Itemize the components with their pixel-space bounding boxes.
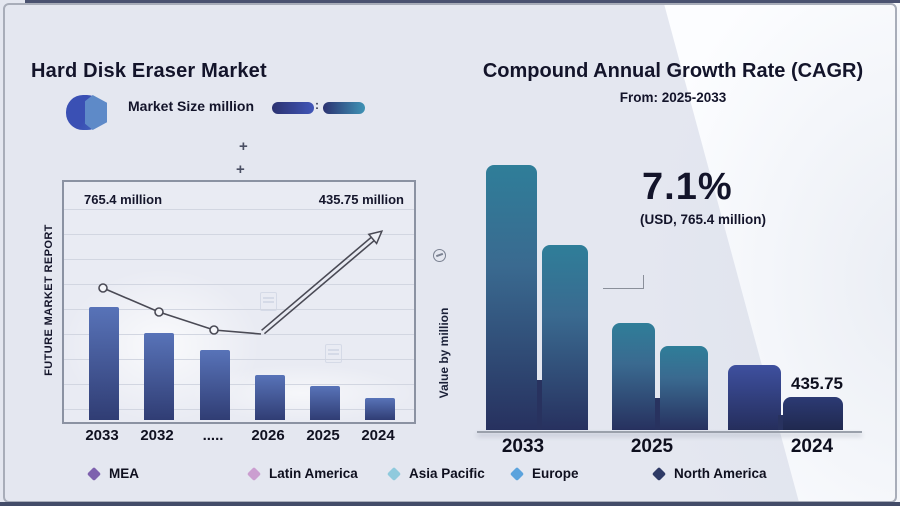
left-chart-annotation-right: 435.75 million (318, 192, 404, 207)
ghost-document-icon (325, 344, 342, 363)
legend-diamond-icon (386, 466, 402, 481)
right-chart-data-label: 435.75 (791, 374, 843, 393)
gridline (64, 409, 414, 410)
x-tick-label: 2024 (790, 436, 834, 457)
x-axis-line (477, 431, 862, 433)
bar-2026 (255, 375, 285, 420)
legend: MEA Latin America Asia Pacific Europe North … (0, 466, 900, 488)
bar-2024 (365, 398, 395, 420)
plus-mark-icon: + (236, 161, 245, 178)
right-vertical-axis-label: Value by million (437, 307, 451, 399)
market-size-label: Market Size million (128, 98, 255, 114)
legend-item: North America (651, 466, 767, 481)
bar-2025 (310, 386, 340, 420)
x-tick-label: 2025 (306, 427, 340, 444)
cagr-bar (660, 346, 708, 430)
pill-icon-right (323, 102, 365, 114)
cagr-bar (728, 365, 781, 430)
gridline (64, 259, 414, 260)
legend-label: Latin America (269, 466, 358, 481)
legend-diamond-icon (509, 466, 525, 481)
pill-separator: : (315, 98, 319, 112)
gridline (64, 384, 414, 385)
legend-label: North America (674, 466, 767, 481)
legend-item: Asia Pacific (386, 466, 485, 481)
pill-icon-left (272, 102, 314, 114)
cagr-subtitle: From: 2025-2033 (619, 90, 727, 105)
bar-merge-patch (537, 380, 542, 430)
legend-label: Europe (532, 466, 579, 481)
page-title: Hard Disk Eraser Market (31, 60, 267, 82)
bar-merge-patch (655, 398, 660, 430)
gridline (64, 359, 414, 360)
cylinder-icon (66, 95, 107, 130)
left-vertical-label: FUTURE MARKET REPORT (43, 224, 55, 376)
cagr-note: (USD, 765.4 million) (640, 212, 767, 227)
cagr-bar (486, 165, 537, 430)
legend-item: Latin America (246, 466, 358, 481)
legend-diamond-icon (86, 466, 102, 481)
gridline (64, 284, 414, 285)
left-chart-plot: 765.4 million 435.75 million (62, 180, 416, 424)
bar-merge-patch (778, 415, 783, 430)
x-tick-label: 2032 (140, 427, 174, 444)
bar-2032 (144, 333, 174, 420)
x-tick-label: 2025 (630, 436, 674, 457)
legend-item: MEA (86, 466, 139, 481)
cagr-bar (783, 397, 843, 430)
bar-..... (200, 350, 230, 420)
minus-circle-icon (433, 249, 446, 262)
legend-label: Asia Pacific (409, 466, 485, 481)
bottom-edge-line (0, 502, 900, 506)
left-chart-x-axis: 2033 2032..... 2026 2025 2024 (62, 427, 416, 447)
cagr-bar (542, 245, 588, 430)
x-tick-label: 2033 (501, 436, 545, 457)
top-edge-line (25, 0, 900, 3)
cagr-value: 7.1% (642, 166, 733, 208)
legend-item: Europe (509, 466, 579, 481)
x-tick-label: ..... (202, 427, 224, 444)
cagr-bar (612, 323, 655, 430)
cylinder-cap-icon (85, 95, 107, 130)
legend-diamond-icon (651, 466, 667, 481)
cagr-title: Compound Annual Growth Rate (CAGR) (482, 60, 864, 82)
gridline (64, 234, 414, 235)
left-chart-annotation-left: 765.4 million (84, 192, 163, 207)
bar-2033 (89, 307, 119, 420)
x-tick-label: 2033 (85, 427, 119, 444)
plus-mark-icon: + (239, 138, 248, 155)
legend-label: MEA (109, 466, 139, 481)
callout-bracket (603, 275, 644, 289)
x-tick-label: 2024 (361, 427, 395, 444)
gridline (64, 209, 414, 210)
legend-diamond-icon (246, 466, 262, 481)
x-tick-label: 2026 (251, 427, 285, 444)
